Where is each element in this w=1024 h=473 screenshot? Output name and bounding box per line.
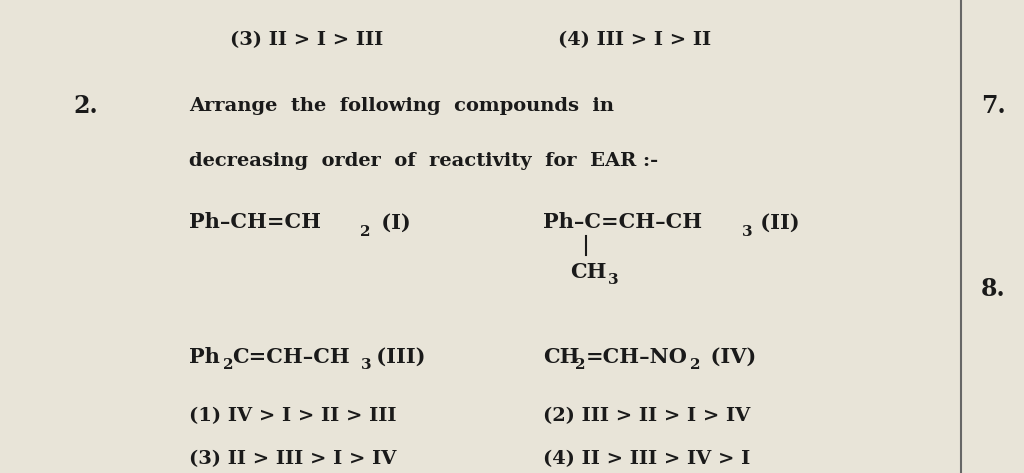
Text: 3: 3 (360, 358, 371, 372)
Text: 3: 3 (742, 225, 753, 239)
Text: 8.: 8. (981, 277, 1006, 300)
Text: 2: 2 (223, 358, 233, 372)
Text: Ph–CH=CH: Ph–CH=CH (189, 212, 322, 232)
Text: 2: 2 (575, 358, 586, 372)
Text: Arrange  the  following  compounds  in: Arrange the following compounds in (189, 97, 614, 115)
Text: Ph: Ph (189, 347, 220, 367)
Text: CH: CH (570, 262, 607, 282)
Text: 2: 2 (690, 358, 700, 372)
Text: C=CH–CH: C=CH–CH (232, 347, 350, 367)
Text: =CH–NO: =CH–NO (586, 347, 687, 367)
Text: decreasing  order  of  reactivity  for  EAR :-: decreasing order of reactivity for EAR :… (189, 152, 658, 170)
Text: (4) III > I > II: (4) III > I > II (558, 31, 712, 49)
Text: (1) IV > I > II > III: (1) IV > I > II > III (189, 407, 397, 425)
Text: (III): (III) (369, 347, 425, 367)
Text: (II): (II) (753, 212, 800, 232)
Text: 3: 3 (608, 273, 618, 287)
Text: (3) II > I > III: (3) II > I > III (230, 31, 384, 49)
Text: CH: CH (543, 347, 580, 367)
Text: (4) II > III > IV > I: (4) II > III > IV > I (543, 450, 750, 468)
Text: 2.: 2. (74, 95, 98, 118)
Text: (IV): (IV) (696, 347, 757, 367)
Text: 2: 2 (360, 225, 371, 239)
Text: (3) II > III > I > IV: (3) II > III > I > IV (189, 450, 397, 468)
Text: Ph–C=CH–CH: Ph–C=CH–CH (543, 212, 701, 232)
Text: (I): (I) (374, 212, 411, 232)
Text: 7.: 7. (981, 95, 1006, 118)
Text: (2) III > II > I > IV: (2) III > II > I > IV (543, 407, 750, 425)
